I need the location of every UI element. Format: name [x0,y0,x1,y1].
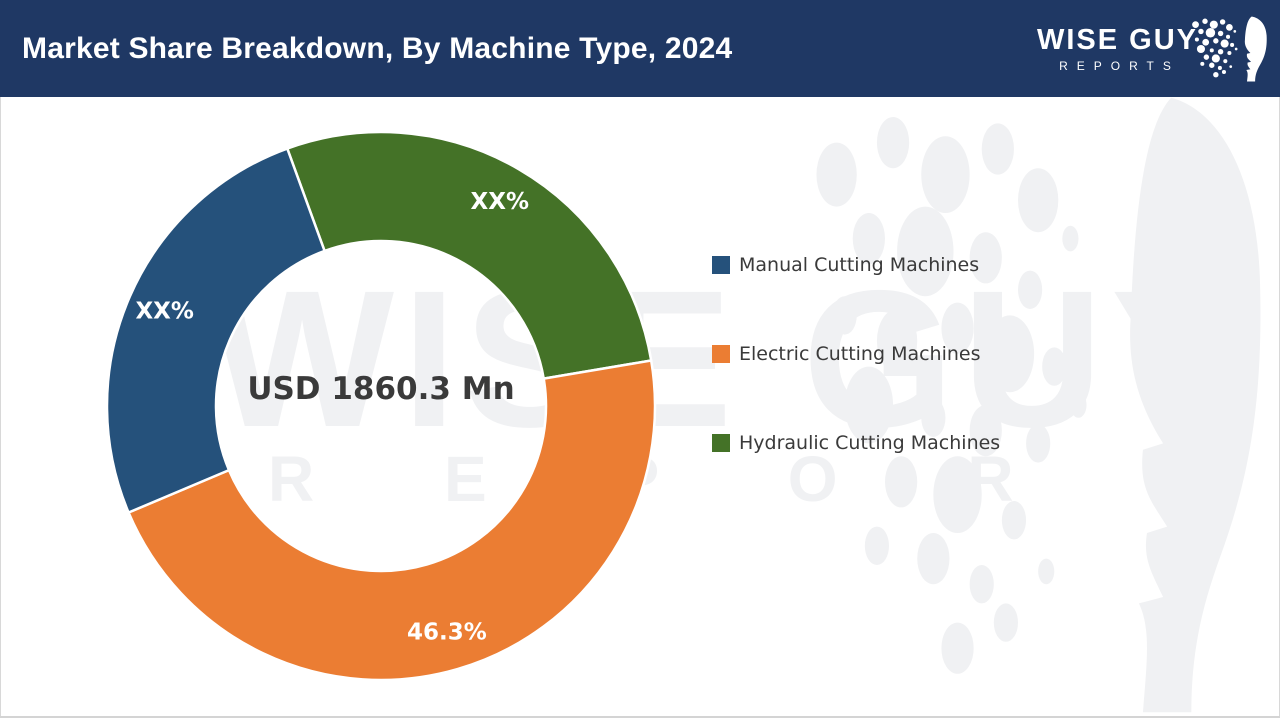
logo-text: WISE GUY REPORTS [1036,24,1198,73]
legend: Manual Cutting Machines Electric Cutting… [712,255,1000,522]
legend-swatch-manual [712,256,730,274]
chart-area: WISE GUY R E P O R T S XX%46.3%XX% USD 1… [0,97,1280,716]
donut-slice [105,147,326,514]
page-title: Market Share Breakdown, By Machine Type,… [22,31,733,65]
legend-swatch-electric [712,345,730,363]
watermark-subtitle: R E P O R T S [268,443,1280,515]
slice-label: 46.3% [407,620,487,646]
slice-label: XX% [471,189,530,215]
legend-label-hydraulic: Hydraulic Cutting Machines [739,432,1001,454]
donut-slice [127,359,657,682]
logo-face-icon [1192,16,1267,82]
wise-guy-logo: WISE GUY REPORTS [1037,8,1270,90]
donut-chart: XX% 46.3% XX% [101,126,661,691]
header-bar: Market Share Breakdown, By Machine Type,… [0,0,1280,97]
legend-swatch-hydraulic [712,434,730,452]
logo-wordmark: WISE GUY [1036,24,1198,56]
legend-label-manual: Manual Cutting Machines [739,254,980,276]
donut-center-value: USD 1860.3 Mn [247,371,515,407]
legend-item-hydraulic: Hydraulic Cutting Machines [712,433,1000,453]
legend-label-electric: Electric Cutting Machines [739,343,981,365]
donut-slice [286,130,653,380]
legend-item-electric: Electric Cutting Machines [712,344,1000,364]
slice-label: XX% [135,299,194,325]
legend-item-manual: Manual Cutting Machines [712,255,1000,275]
logo-subtitle: REPORTS [1059,59,1180,73]
